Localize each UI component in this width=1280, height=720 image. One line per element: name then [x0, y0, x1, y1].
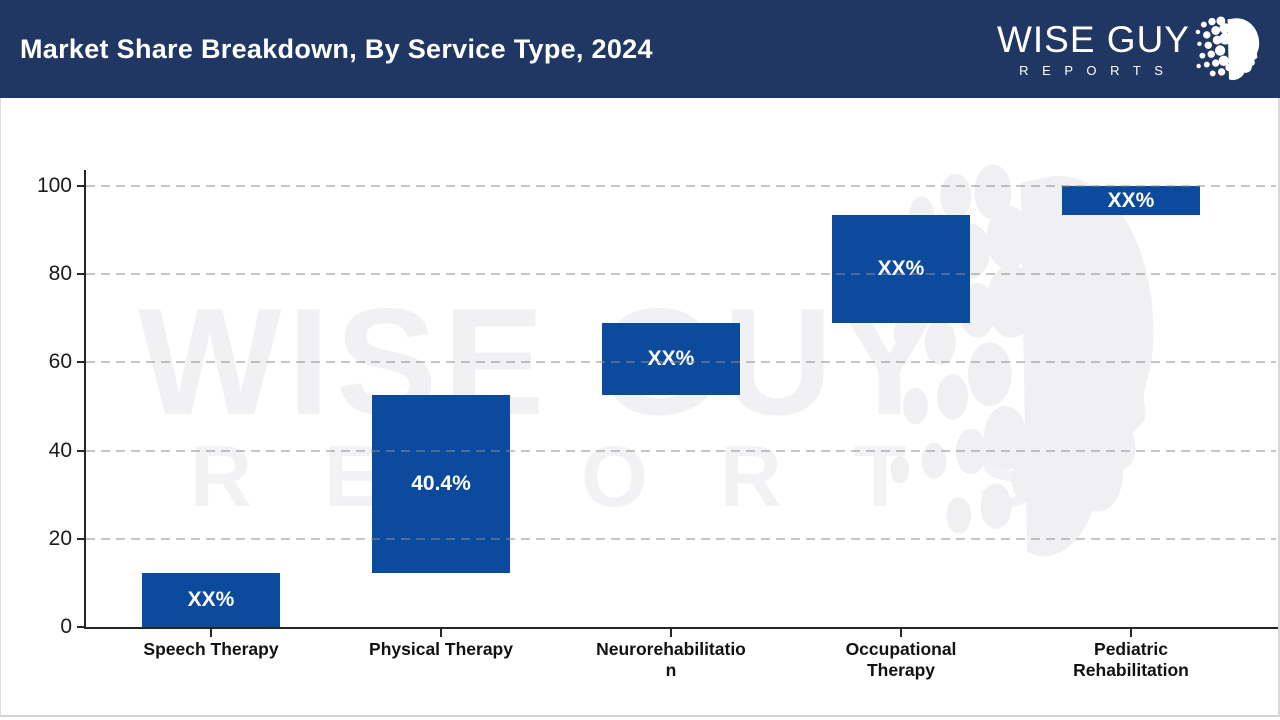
y-tick-label: 0	[60, 615, 72, 638]
header: Market Share Breakdown, By Service Type,…	[0, 0, 1280, 98]
gridline	[86, 185, 1276, 187]
gridline	[86, 361, 1276, 364]
y-tick-label: 60	[48, 350, 72, 374]
x-tick-mark	[900, 629, 902, 637]
x-category-label: Pediatric Rehabilitation	[1073, 639, 1189, 681]
bar-value-label: XX%	[647, 347, 695, 371]
y-tick-mark	[77, 185, 85, 187]
bar: XX%	[602, 323, 740, 396]
bar: XX%	[142, 573, 280, 627]
x-category-label: Physical Therapy	[369, 639, 513, 659]
x-tick-mark	[210, 629, 212, 637]
logo-text: WISE GUY R E P O R T S	[997, 21, 1190, 78]
bar-value-label: 40.4%	[411, 472, 471, 496]
bar-value-label: XX%	[877, 257, 925, 281]
card-bottom-border	[0, 715, 1280, 717]
x-category-label: Speech Therapy	[143, 639, 279, 659]
x-tick-mark	[440, 629, 442, 637]
y-tick-label: 100	[36, 174, 72, 197]
page-title: Market Share Breakdown, By Service Type,…	[20, 33, 653, 64]
card-right-border	[1278, 98, 1280, 716]
y-tick-mark	[77, 537, 85, 540]
y-tick-label: 80	[48, 262, 72, 286]
gridline	[86, 273, 1276, 276]
y-tick-label: 40	[48, 438, 72, 462]
x-category-label: Occupational Therapy	[845, 639, 957, 681]
logo-wordmark: WISE GUY	[996, 18, 1190, 60]
wiseguy-logo: WISE GUY R E P O R T S	[997, 7, 1266, 91]
bar: XX%	[832, 215, 970, 324]
card-left-border	[0, 98, 1, 716]
watermark-subtext: R E P O R T S	[190, 429, 1060, 525]
logo-subtext: R E P O R T S	[1019, 62, 1168, 78]
y-tick-mark	[77, 361, 85, 364]
gridline	[86, 537, 1276, 540]
bar-value-label: XX%	[1107, 188, 1155, 212]
y-tick-label: 20	[48, 526, 72, 550]
bar: XX%	[1062, 186, 1200, 216]
x-tick-mark	[1130, 629, 1132, 637]
x-category-label: Neurorehabilitatio n	[596, 639, 746, 681]
gridline	[86, 449, 1276, 452]
y-axis-line	[84, 170, 86, 629]
x-tick-mark	[670, 629, 672, 637]
y-tick-mark	[77, 449, 85, 452]
bar-value-label: XX%	[187, 588, 235, 612]
x-axis-line	[84, 627, 1278, 629]
logo-head-icon	[1195, 16, 1260, 81]
bar: 40.4%	[372, 395, 510, 574]
y-tick-mark	[77, 273, 85, 276]
y-tick-mark	[77, 626, 85, 628]
